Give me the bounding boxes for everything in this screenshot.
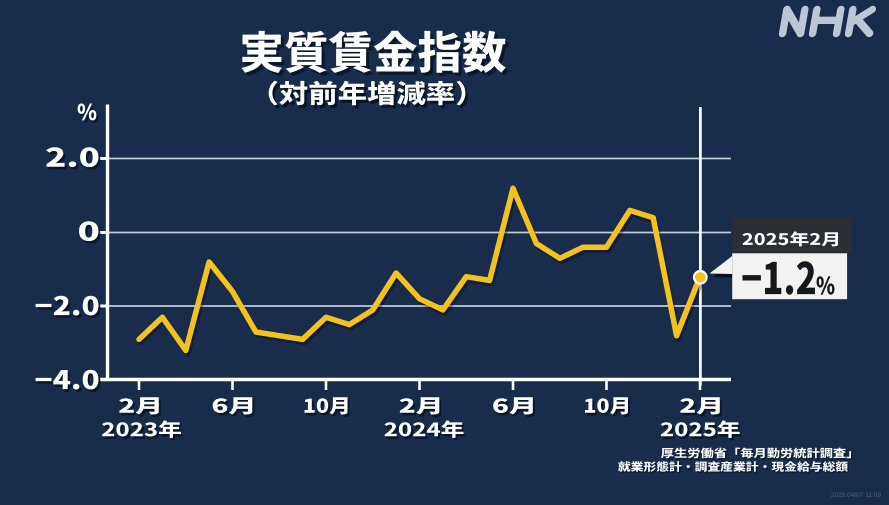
svg-text:2025.04/07 11:09: 2025.04/07 11:09: [831, 492, 882, 499]
